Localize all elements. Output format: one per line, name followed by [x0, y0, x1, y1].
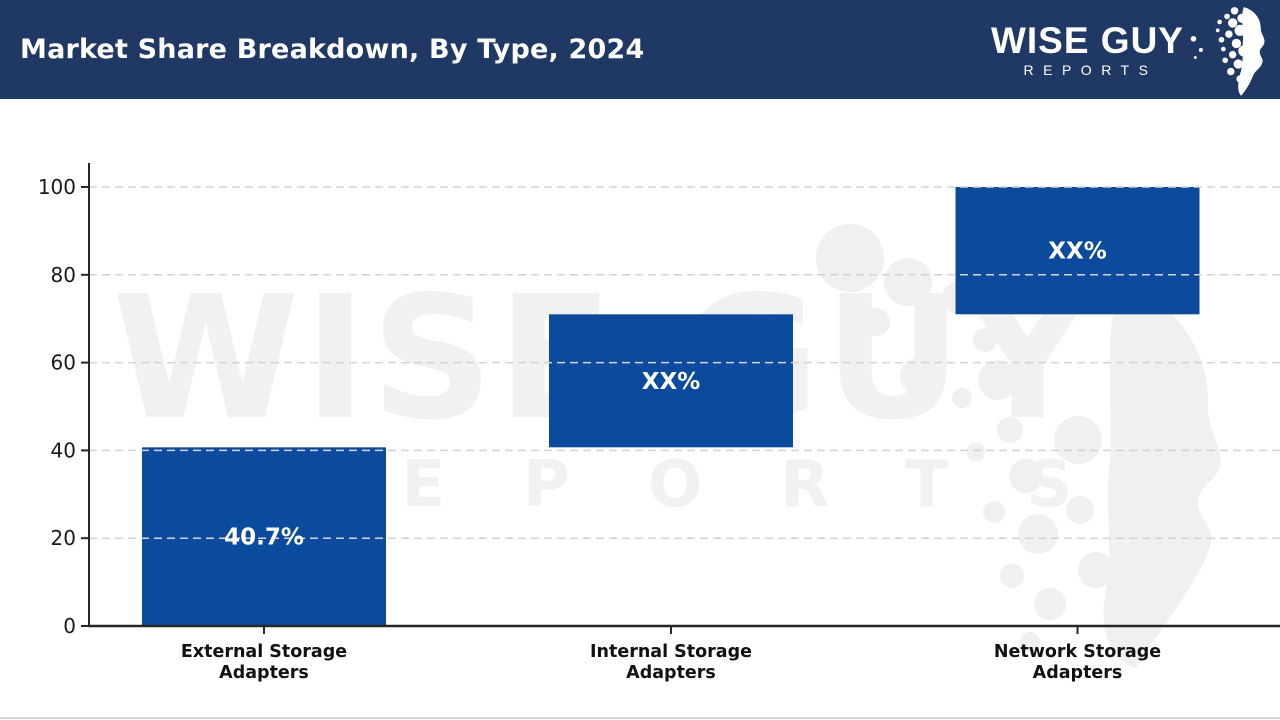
header: Market Share Breakdown, By Type, 2024 WI…: [0, 0, 1280, 99]
y-tick-label: 80: [51, 263, 76, 287]
y-tick-label: 40: [51, 438, 76, 462]
bottom-border: [0, 717, 1280, 719]
bar-value-label: XX%: [642, 369, 701, 395]
x-category-label: Adapters: [1033, 663, 1123, 683]
y-tick-label: 0: [63, 614, 76, 638]
logo-subtitle: REPORTS: [1023, 61, 1158, 78]
y-tick-label: 20: [51, 526, 76, 550]
x-category-label: External Storage: [181, 642, 347, 662]
x-category-label: Adapters: [626, 663, 716, 683]
y-tick-label: 100: [38, 175, 76, 199]
bar: [549, 314, 793, 448]
bar: [142, 447, 386, 626]
logo-wordmark: WISE GUY: [990, 19, 1184, 61]
logo-head-icon: [1190, 6, 1265, 96]
bar-value-label: 40.7%: [224, 525, 304, 551]
x-category-label: Adapters: [219, 663, 309, 683]
y-tick-label: 60: [51, 351, 76, 375]
logo-text: WISE GUY REPORTS: [991, 22, 1184, 78]
x-category-label: Internal Storage: [590, 642, 752, 662]
bar-value-label: XX%: [1048, 239, 1107, 265]
wiseguy-logo: WISE GUY REPORTS: [991, 0, 1280, 99]
x-category-label: Network Storage: [994, 642, 1161, 662]
page-title: Market Share Breakdown, By Type, 2024: [20, 34, 645, 65]
